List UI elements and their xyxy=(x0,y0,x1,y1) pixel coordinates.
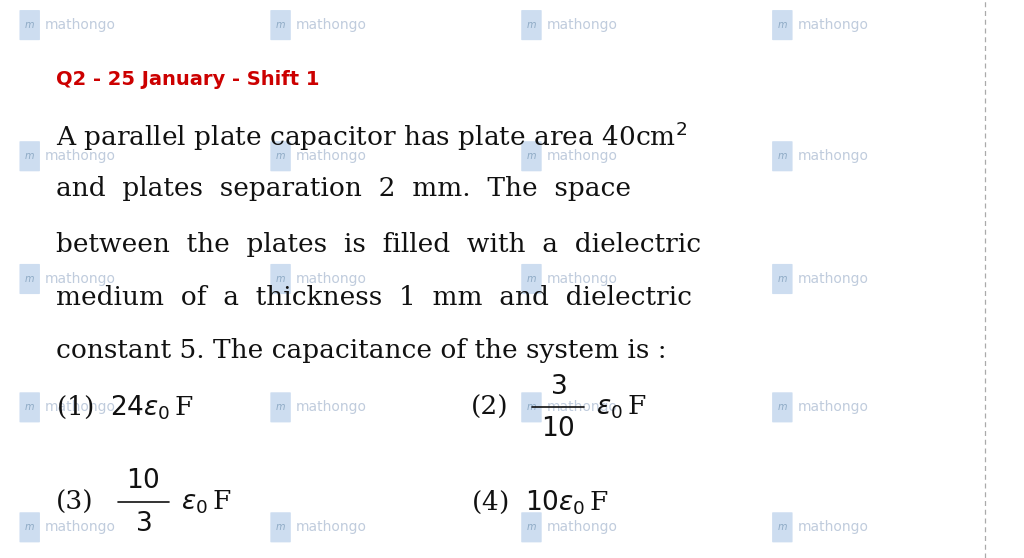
Text: $\mathit{m}$: $\mathit{m}$ xyxy=(777,274,787,284)
Text: mathongo: mathongo xyxy=(547,272,617,286)
Text: $\mathit{m}$: $\mathit{m}$ xyxy=(275,274,286,284)
Text: constant 5. The capacitance of the system is :: constant 5. The capacitance of the syste… xyxy=(56,338,667,363)
Text: $\mathit{m}$: $\mathit{m}$ xyxy=(777,20,787,30)
FancyBboxPatch shape xyxy=(19,264,40,294)
FancyBboxPatch shape xyxy=(270,512,291,542)
FancyBboxPatch shape xyxy=(19,512,40,542)
Text: mathongo: mathongo xyxy=(798,18,868,32)
Text: $\mathit{m}$: $\mathit{m}$ xyxy=(275,522,286,532)
Text: mathongo: mathongo xyxy=(798,520,868,535)
Text: mathongo: mathongo xyxy=(45,18,116,32)
Text: $\varepsilon_0\,$F: $\varepsilon_0\,$F xyxy=(181,488,231,516)
FancyBboxPatch shape xyxy=(521,392,542,422)
Text: $\mathit{m}$: $\mathit{m}$ xyxy=(25,522,35,532)
Text: between  the  plates  is  filled  with  a  dielectric: between the plates is filled with a diel… xyxy=(56,232,701,257)
Text: (1)  $24\varepsilon_0\,$F: (1) $24\varepsilon_0\,$F xyxy=(56,393,195,421)
Text: mathongo: mathongo xyxy=(45,149,116,163)
Text: mathongo: mathongo xyxy=(798,149,868,163)
FancyBboxPatch shape xyxy=(19,141,40,171)
Text: $\mathit{m}$: $\mathit{m}$ xyxy=(275,20,286,30)
Text: $3$: $3$ xyxy=(135,511,152,536)
Text: mathongo: mathongo xyxy=(547,400,617,415)
FancyBboxPatch shape xyxy=(521,264,542,294)
Text: (4)  $10\varepsilon_0\,$F: (4) $10\varepsilon_0\,$F xyxy=(471,488,609,516)
Text: mathongo: mathongo xyxy=(547,520,617,535)
Text: $\mathit{m}$: $\mathit{m}$ xyxy=(777,402,787,412)
Text: $\mathit{m}$: $\mathit{m}$ xyxy=(275,151,286,161)
FancyBboxPatch shape xyxy=(270,264,291,294)
Text: (2): (2) xyxy=(471,395,509,420)
Text: $\mathit{m}$: $\mathit{m}$ xyxy=(25,402,35,412)
Text: mathongo: mathongo xyxy=(798,272,868,286)
FancyBboxPatch shape xyxy=(521,141,542,171)
Text: $3$: $3$ xyxy=(550,374,566,398)
Text: mathongo: mathongo xyxy=(296,272,367,286)
FancyBboxPatch shape xyxy=(270,392,291,422)
Text: $10$: $10$ xyxy=(542,416,574,441)
FancyBboxPatch shape xyxy=(270,10,291,40)
Text: mathongo: mathongo xyxy=(547,149,617,163)
Text: $\mathit{m}$: $\mathit{m}$ xyxy=(777,522,787,532)
Text: $\mathit{m}$: $\mathit{m}$ xyxy=(25,151,35,161)
FancyBboxPatch shape xyxy=(772,141,793,171)
Text: mathongo: mathongo xyxy=(45,520,116,535)
Text: A parallel plate capacitor has plate area 40cm$^2$: A parallel plate capacitor has plate are… xyxy=(56,120,687,153)
Text: mathongo: mathongo xyxy=(45,272,116,286)
Text: $\mathit{m}$: $\mathit{m}$ xyxy=(526,20,537,30)
FancyBboxPatch shape xyxy=(772,264,793,294)
Text: $\mathit{m}$: $\mathit{m}$ xyxy=(777,151,787,161)
FancyBboxPatch shape xyxy=(19,392,40,422)
FancyBboxPatch shape xyxy=(521,10,542,40)
FancyBboxPatch shape xyxy=(772,512,793,542)
Text: $\mathit{m}$: $\mathit{m}$ xyxy=(275,402,286,412)
Text: $\mathit{m}$: $\mathit{m}$ xyxy=(25,20,35,30)
Text: $\mathit{m}$: $\mathit{m}$ xyxy=(526,522,537,532)
Text: $\mathit{m}$: $\mathit{m}$ xyxy=(526,402,537,412)
FancyBboxPatch shape xyxy=(270,141,291,171)
Text: $10$: $10$ xyxy=(127,469,160,493)
Text: mathongo: mathongo xyxy=(296,520,367,535)
FancyBboxPatch shape xyxy=(19,10,40,40)
Text: mathongo: mathongo xyxy=(296,149,367,163)
FancyBboxPatch shape xyxy=(772,392,793,422)
Text: $\mathit{m}$: $\mathit{m}$ xyxy=(526,274,537,284)
Text: Q2 - 25 January - Shift 1: Q2 - 25 January - Shift 1 xyxy=(56,70,319,89)
Text: (3): (3) xyxy=(56,490,94,514)
Text: $\mathit{m}$: $\mathit{m}$ xyxy=(526,151,537,161)
Text: mathongo: mathongo xyxy=(547,18,617,32)
Text: mathongo: mathongo xyxy=(45,400,116,415)
Text: $\mathit{m}$: $\mathit{m}$ xyxy=(25,274,35,284)
Text: and  plates  separation  2  mm.  The  space: and plates separation 2 mm. The space xyxy=(56,176,632,201)
FancyBboxPatch shape xyxy=(521,512,542,542)
FancyBboxPatch shape xyxy=(772,10,793,40)
Text: mathongo: mathongo xyxy=(798,400,868,415)
Text: mathongo: mathongo xyxy=(296,18,367,32)
Text: $\varepsilon_0\,$F: $\varepsilon_0\,$F xyxy=(596,393,646,421)
Text: mathongo: mathongo xyxy=(296,400,367,415)
Text: medium  of  a  thickness  1  mm  and  dielectric: medium of a thickness 1 mm and dielectri… xyxy=(56,285,692,310)
